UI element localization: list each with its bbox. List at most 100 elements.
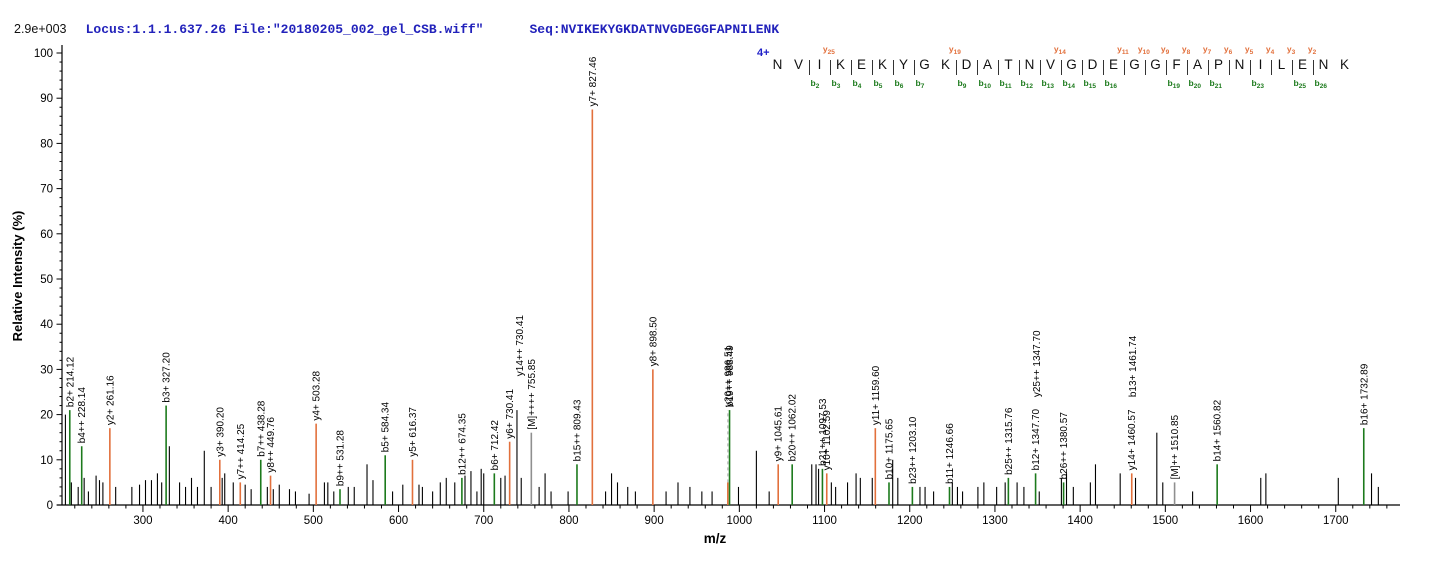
peak-label: [M]++++ 755.85 bbox=[527, 359, 538, 430]
precursor-charge-label: 4+ bbox=[757, 47, 770, 59]
residue: D bbox=[1087, 57, 1098, 72]
ion-number: 12 bbox=[1025, 82, 1033, 90]
ion-letter: b bbox=[1293, 78, 1299, 88]
ion-letter: b bbox=[1188, 78, 1194, 88]
ion-letter: y bbox=[1202, 44, 1208, 54]
ion-letter: b bbox=[1314, 78, 1320, 88]
ion-number: 11 bbox=[1004, 82, 1012, 90]
cleavage-mark bbox=[1081, 60, 1083, 75]
b-ion-label: b20 bbox=[1188, 78, 1201, 90]
peak-label: b12+ 1347.70 bbox=[1031, 408, 1042, 470]
x-tick-label: 300 bbox=[133, 515, 152, 527]
ion-letter: y bbox=[1244, 44, 1250, 54]
b-ion-label: b16 bbox=[1105, 78, 1117, 90]
ion-number: 19 bbox=[1172, 82, 1180, 90]
b-ion-label: b2 bbox=[811, 78, 820, 90]
y-ion-label: y4 bbox=[1266, 44, 1275, 56]
cleavage-mark bbox=[808, 60, 810, 75]
ion-letter: b bbox=[1251, 78, 1257, 88]
peak-label: b9++ 531.28 bbox=[335, 430, 346, 487]
x-tick-label: 1700 bbox=[1323, 515, 1349, 527]
residue: K bbox=[835, 57, 845, 72]
x-tick-label: 400 bbox=[219, 515, 238, 527]
cleavage-mark bbox=[829, 60, 831, 75]
ion-number: 2 bbox=[815, 82, 820, 90]
ion-letter: y bbox=[1223, 44, 1229, 54]
peak-label: y8++ 449.76 bbox=[266, 417, 277, 473]
y-tick-label: 80 bbox=[40, 138, 53, 150]
cleavage-mark bbox=[871, 60, 873, 75]
peak-label: b26++ 1380.57 bbox=[1059, 412, 1070, 480]
ion-letter: b bbox=[894, 78, 900, 88]
ion-letter: b bbox=[1020, 78, 1026, 88]
y-ion-label: y3 bbox=[1287, 44, 1296, 56]
ion-letter: y bbox=[1117, 44, 1122, 54]
y-ion-label: y8 bbox=[1181, 44, 1190, 56]
ion-number: 15 bbox=[1088, 82, 1096, 90]
ion-number: 2 bbox=[1312, 48, 1317, 56]
residue: K bbox=[877, 57, 887, 72]
peak-label: y25++ 1347.70 bbox=[1032, 330, 1043, 397]
ion-number: 7 bbox=[920, 82, 925, 90]
ion-number: 4 bbox=[1270, 48, 1275, 56]
locus-file-text: Locus:1.1.1.637.26 File:"20180205_002_ge… bbox=[85, 22, 484, 37]
x-tick-label: 1500 bbox=[1153, 515, 1179, 527]
ion-number: 9 bbox=[1165, 48, 1170, 56]
ion-letter: b bbox=[873, 78, 879, 88]
residue: N bbox=[1024, 57, 1035, 72]
x-tick-label: 900 bbox=[645, 515, 664, 527]
b-ion-label: b19 bbox=[1168, 78, 1180, 90]
peak-label: y11+ 1159.60 bbox=[871, 365, 882, 425]
x-tick-label: 600 bbox=[389, 515, 408, 527]
x-tick-label: 800 bbox=[559, 515, 578, 527]
peak-label: b19++ 988.49 bbox=[725, 345, 736, 407]
y-tick-label: 70 bbox=[40, 184, 53, 196]
residue: N bbox=[772, 57, 783, 72]
residue: F bbox=[1172, 57, 1181, 72]
y-tick-label: 20 bbox=[40, 410, 53, 422]
y-ion-label: y9 bbox=[1160, 44, 1170, 56]
ion-letter: y bbox=[822, 44, 828, 54]
peak-label: y2+ 261.16 bbox=[105, 375, 116, 425]
cleavage-mark bbox=[1207, 60, 1209, 75]
cleavage-mark bbox=[1312, 60, 1314, 75]
ion-number: 3 bbox=[1291, 48, 1296, 56]
residue: E bbox=[856, 57, 866, 72]
ion-letter: b bbox=[831, 78, 837, 88]
x-tick-label: 1600 bbox=[1238, 515, 1264, 527]
y-tick-label: 90 bbox=[40, 93, 53, 105]
peak-label: b11+ 1246.66 bbox=[945, 423, 956, 484]
y-tick-label: 10 bbox=[40, 455, 53, 467]
ion-number: 20 bbox=[1193, 82, 1201, 90]
residue: G bbox=[919, 57, 930, 72]
peak-label: y20++ 986.51 bbox=[723, 345, 734, 407]
peak-label: b13+ 1461.74 bbox=[1128, 335, 1139, 397]
ion-letter: y bbox=[1160, 44, 1166, 54]
ion-number: 25 bbox=[827, 48, 835, 56]
ion-number: 25 bbox=[1298, 82, 1306, 90]
peak-label: b4++ 228.14 bbox=[77, 387, 88, 444]
residue: E bbox=[1297, 57, 1307, 72]
cleavage-mark bbox=[1102, 60, 1104, 75]
ion-number: 21 bbox=[1214, 82, 1222, 90]
ion-letter: y bbox=[1137, 44, 1143, 54]
intensity-scale-label: 2.9e+003 bbox=[14, 22, 67, 36]
residue: G bbox=[1129, 57, 1140, 72]
b-ion-label: b21 bbox=[1210, 78, 1222, 90]
y-ion-label: y10 bbox=[1137, 44, 1150, 56]
peak-label: b3+ 327.20 bbox=[162, 352, 173, 403]
cleavage-mark bbox=[955, 60, 957, 75]
b-ion-label: b25 bbox=[1293, 78, 1306, 90]
cleavage-mark bbox=[1291, 60, 1293, 75]
peak-label: y10+ 1102.59 bbox=[822, 410, 833, 471]
b-ion-label: b23 bbox=[1251, 78, 1264, 90]
residue: N bbox=[1234, 57, 1245, 72]
ion-number: 11 bbox=[1121, 48, 1129, 56]
ion-letter: y bbox=[1181, 44, 1187, 54]
peak-label: y6+ 730.41 bbox=[505, 389, 516, 439]
ion-number: 14 bbox=[1067, 82, 1075, 90]
ion-number: 10 bbox=[1142, 48, 1150, 56]
cleavage-mark bbox=[976, 60, 978, 75]
residue: Y bbox=[898, 57, 908, 72]
ion-letter: b bbox=[957, 78, 963, 88]
